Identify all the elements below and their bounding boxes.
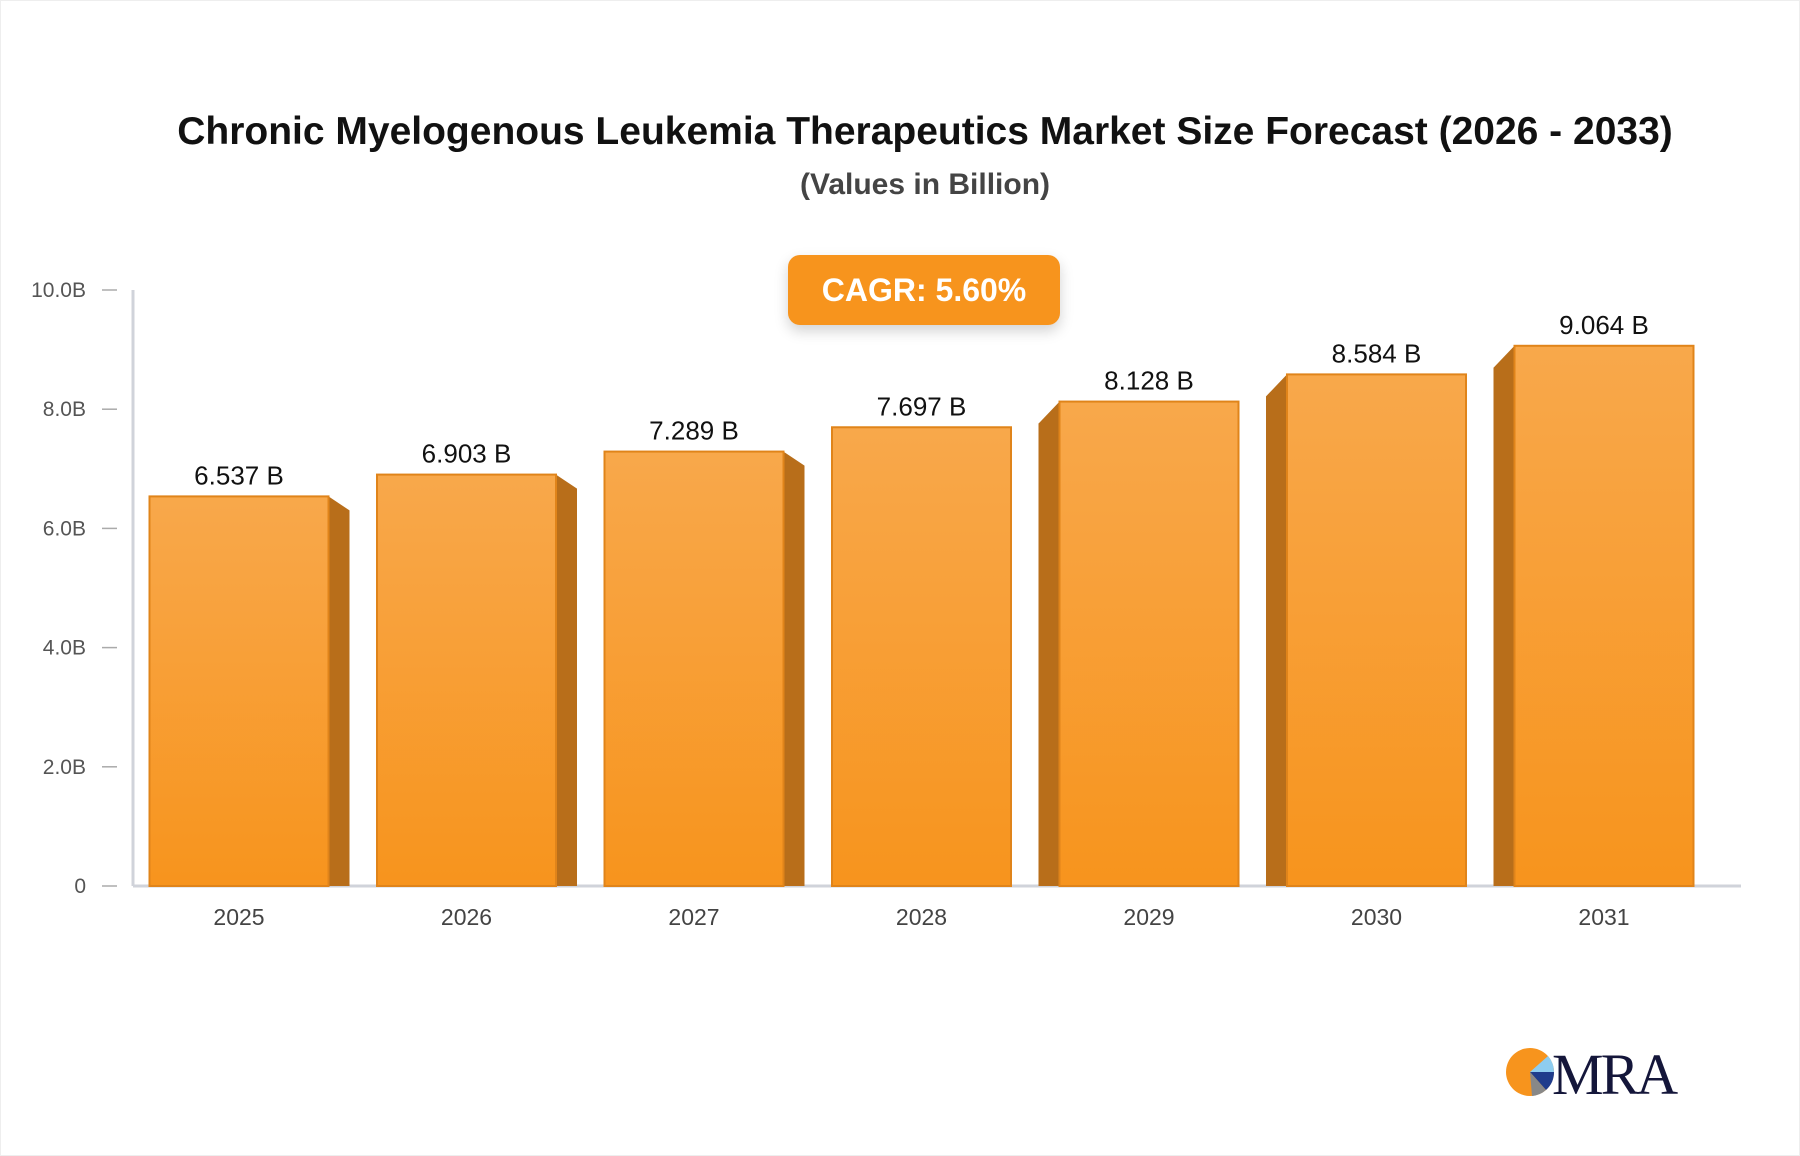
data-label: 8.584 B <box>1332 338 1422 368</box>
bar-side <box>328 496 350 886</box>
bar-2028 <box>831 426 1012 887</box>
bar-side <box>1266 374 1287 886</box>
y-tick-label: 6.0B <box>43 517 86 540</box>
y-tick-label: 8.0B <box>43 398 86 421</box>
cagr-badge: CAGR: 5.60% <box>788 255 1060 325</box>
bar-2027 <box>603 450 785 887</box>
x-tick-label: 2026 <box>441 904 492 930</box>
data-label: 8.128 B <box>1104 366 1194 396</box>
bar-2029 <box>1058 400 1240 887</box>
x-tick-label: 2025 <box>213 904 264 930</box>
mra-logo: MRA <box>1506 1042 1681 1100</box>
chart-title: Chronic Myelogenous Leukemia Therapeutic… <box>177 110 1673 153</box>
bar-side <box>1493 345 1515 886</box>
x-tick-label: 2029 <box>1123 904 1174 930</box>
data-label: 6.537 B <box>194 460 284 490</box>
chart-subtitle: (Values in Billion) <box>799 168 1051 201</box>
svg-text:MRA: MRA <box>1552 1042 1678 1100</box>
bar-2025 <box>148 495 330 887</box>
y-tick-label: 10.0B <box>31 279 86 302</box>
y-tick-label: 4.0B <box>43 637 86 660</box>
data-label: 9.064 B <box>1559 310 1649 340</box>
bar-2030 <box>1286 373 1467 887</box>
y-tick-label: 2.0B <box>43 756 86 779</box>
bar-2026 <box>376 473 557 887</box>
data-label: 7.697 B <box>877 391 967 421</box>
data-label: 6.903 B <box>422 439 512 469</box>
y-tick-label: 0 <box>74 875 86 898</box>
bar-side <box>1038 401 1060 886</box>
bar-2031 <box>1513 344 1695 888</box>
bar-side <box>556 474 577 886</box>
x-tick-label: 2028 <box>896 904 947 930</box>
x-tick-label: 2027 <box>668 904 719 930</box>
data-label: 7.289 B <box>649 416 739 446</box>
x-tick-label: 2030 <box>1351 904 1402 930</box>
bar-side <box>783 451 805 886</box>
x-tick-label: 2031 <box>1578 904 1629 930</box>
